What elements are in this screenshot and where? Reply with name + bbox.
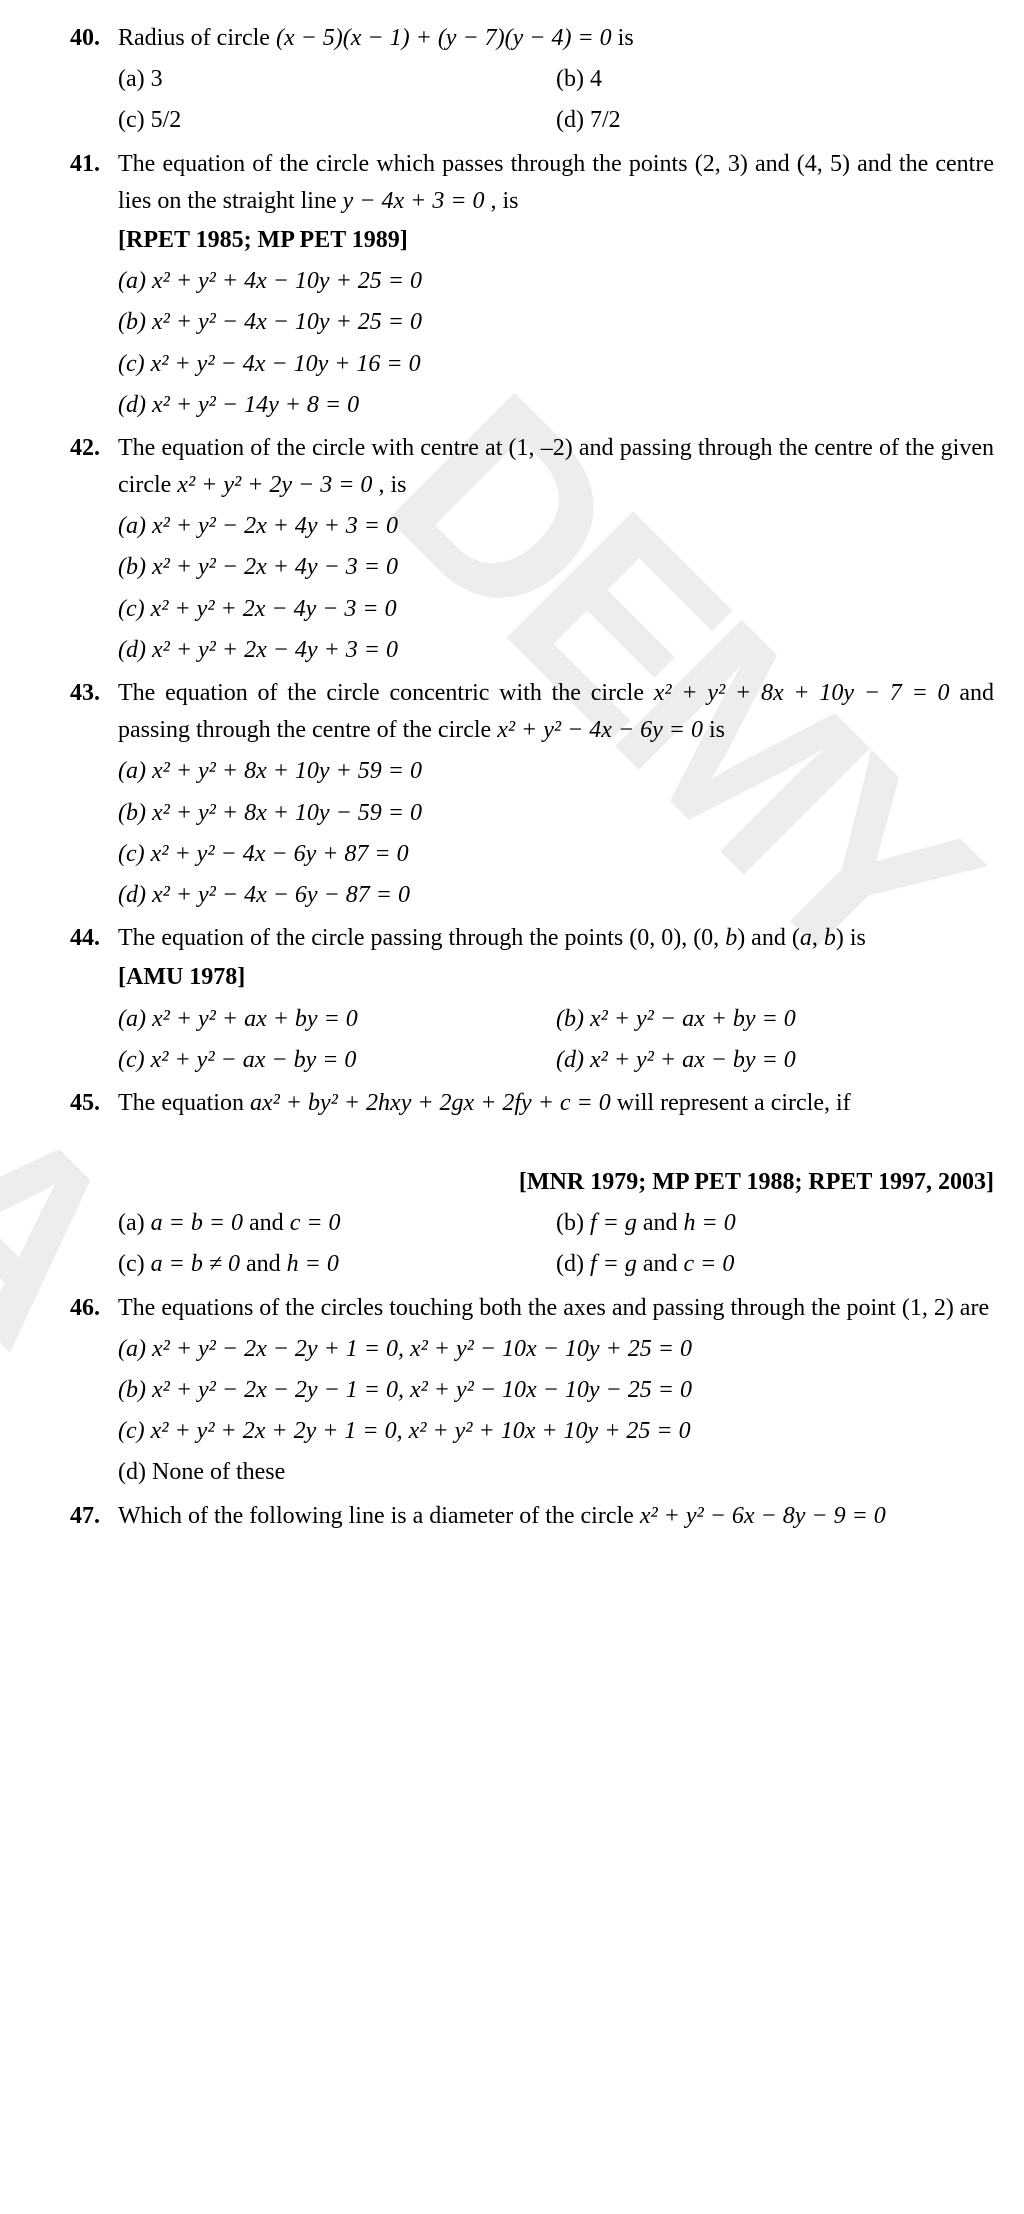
- question-body: The equation of the circle with centre a…: [118, 430, 994, 669]
- question-42: 42. The equation of the circle with cent…: [30, 430, 994, 669]
- question-number: 47.: [30, 1498, 118, 1535]
- option-d: (d) x² + y² + ax − by = 0: [556, 1042, 994, 1079]
- text: will represent a circle, if: [611, 1090, 851, 1116]
- text: ) is: [836, 925, 866, 951]
- option-b: (b) x² + y² − 4x − 10y + 25 = 0: [118, 304, 994, 341]
- option-b: (b) f = g and h = 0: [556, 1205, 994, 1242]
- option-d: (d) f = g and c = 0: [556, 1246, 994, 1283]
- option-a: (a) x² + y² − 2x − 2y + 1 = 0, x² + y² −…: [118, 1331, 994, 1368]
- question-41: 41. The equation of the circle which pas…: [30, 146, 994, 424]
- question-body: The equations of the circles touching bo…: [118, 1290, 994, 1492]
- question-number: 46.: [30, 1290, 118, 1492]
- option-b: (b) x² + y² − ax + by = 0: [556, 1001, 994, 1038]
- option-c: (c) a = b ≠ 0 and h = 0: [118, 1246, 556, 1283]
- question-body: The equation of the circle concentric wi…: [118, 675, 994, 914]
- option-a: (a) x² + y² − 2x + 4y + 3 = 0: [118, 508, 994, 545]
- equation: y − 4x + 3 = 0: [343, 188, 485, 214]
- question-45: 45. The equation ax² + by² + 2hxy + 2gx …: [30, 1085, 994, 1284]
- question-number: 40.: [30, 20, 118, 140]
- source-tag: [AMU 1978]: [118, 959, 994, 996]
- equation: x² + y² − 4x − 6y = 0: [497, 717, 703, 743]
- option-b: (b) x² + y² − 2x + 4y − 3 = 0: [118, 549, 994, 586]
- question-body: Radius of circle (x − 5)(x − 1) + (y − 7…: [118, 20, 994, 140]
- option-a: (a) a = b = 0 and c = 0: [118, 1205, 556, 1242]
- text: , is: [485, 188, 519, 214]
- text: The equation of the circle concentric wi…: [118, 680, 654, 706]
- text: The equation of the circle which passes …: [118, 151, 994, 214]
- question-43: 43. The equation of the circle concentri…: [30, 675, 994, 914]
- question-number: 42.: [30, 430, 118, 669]
- text: ,: [812, 925, 824, 951]
- option-b: (b) 4: [556, 61, 994, 98]
- text: The equation: [118, 1090, 250, 1116]
- text: is: [612, 25, 634, 51]
- option-d: (d) None of these: [118, 1454, 994, 1491]
- question-number: 45.: [30, 1085, 118, 1284]
- question-body: The equation of the circle passing throu…: [118, 920, 994, 1079]
- source-tag: [RPET 1985; MP PET 1989]: [118, 222, 994, 259]
- option-a: (a) 3: [118, 61, 556, 98]
- var-b: b: [824, 925, 836, 951]
- option-d: (d) 7/2: [556, 102, 994, 139]
- option-b: (b) x² + y² + 8x + 10y − 59 = 0: [118, 795, 994, 832]
- option-a: (a) x² + y² + ax + by = 0: [118, 1001, 556, 1038]
- text: The equation of the circle passing throu…: [118, 925, 725, 951]
- question-40: 40. Radius of circle (x − 5)(x − 1) + (y…: [30, 20, 994, 140]
- option-c: (c) x² + y² − 4x − 6y + 87 = 0: [118, 836, 994, 873]
- option-d: (d) x² + y² − 14y + 8 = 0: [118, 387, 994, 424]
- question-number: 41.: [30, 146, 118, 424]
- equation: ax² + by² + 2hxy + 2gx + 2fy + c = 0: [250, 1090, 611, 1116]
- question-46: 46. The equations of the circles touchin…: [30, 1290, 994, 1492]
- question-number: 43.: [30, 675, 118, 914]
- var-a: a: [800, 925, 812, 951]
- equation: (x − 5)(x − 1) + (y − 7)(y − 4) = 0: [276, 25, 612, 51]
- question-47: 47. Which of the following line is a dia…: [30, 1498, 994, 1535]
- equation: x² + y² − 6x − 8y − 9 = 0: [640, 1503, 886, 1529]
- equation: x² + y² + 2y − 3 = 0: [177, 472, 372, 498]
- option-b: (b) x² + y² − 2x − 2y − 1 = 0, x² + y² −…: [118, 1372, 994, 1409]
- option-c: (c) 5/2: [118, 102, 556, 139]
- var-b: b: [725, 925, 737, 951]
- text: is: [703, 717, 725, 743]
- option-c: (c) x² + y² − ax − by = 0: [118, 1042, 556, 1079]
- question-44: 44. The equation of the circle passing t…: [30, 920, 994, 1079]
- question-number: 44.: [30, 920, 118, 1079]
- option-c: (c) x² + y² + 2x − 4y − 3 = 0: [118, 591, 994, 628]
- option-a: (a) x² + y² + 8x + 10y + 59 = 0: [118, 753, 994, 790]
- question-body: Which of the following line is a diamete…: [118, 1498, 994, 1535]
- option-d: (d) x² + y² − 4x − 6y − 87 = 0: [118, 877, 994, 914]
- equation: x² + y² + 8x + 10y − 7 = 0: [654, 680, 950, 706]
- text: ) and (: [737, 925, 800, 951]
- text: The equations of the circles touching bo…: [118, 1295, 989, 1321]
- option-c: (c) x² + y² + 2x + 2y + 1 = 0, x² + y² +…: [118, 1413, 994, 1450]
- question-body: The equation ax² + by² + 2hxy + 2gx + 2f…: [118, 1085, 994, 1284]
- option-d: (d) x² + y² + 2x − 4y + 3 = 0: [118, 632, 994, 669]
- text: Which of the following line is a diamete…: [118, 1503, 640, 1529]
- source-tag: [MNR 1979; MP PET 1988; RPET 1997, 2003]: [118, 1164, 994, 1201]
- question-body: The equation of the circle which passes …: [118, 146, 994, 424]
- option-c: (c) x² + y² − 4x − 10y + 16 = 0: [118, 346, 994, 383]
- text: Radius of circle: [118, 25, 276, 51]
- option-a: (a) x² + y² + 4x − 10y + 25 = 0: [118, 263, 994, 300]
- text: , is: [372, 472, 406, 498]
